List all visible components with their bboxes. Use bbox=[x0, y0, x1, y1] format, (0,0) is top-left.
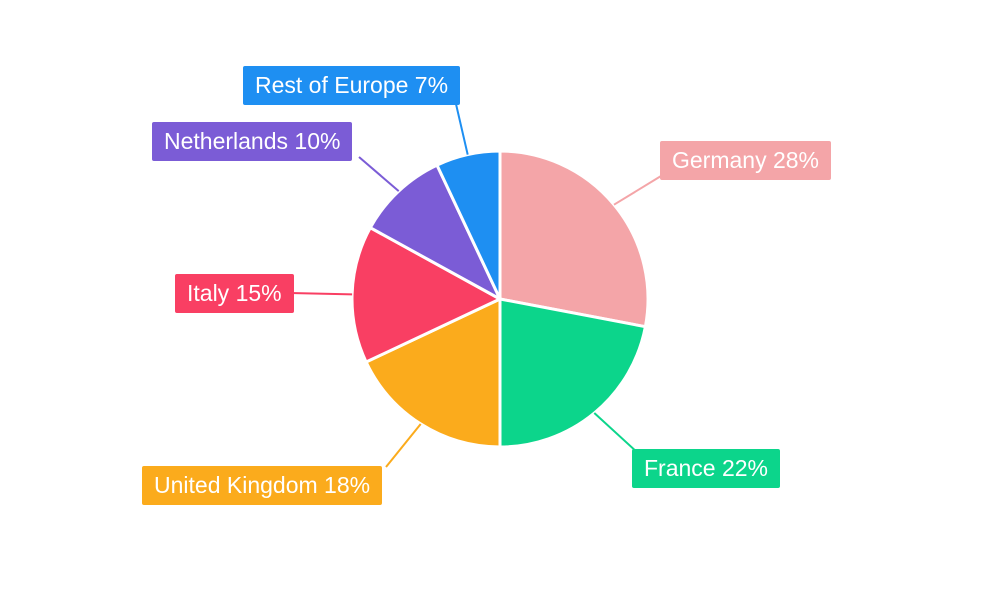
pie-label-united-kingdom: United Kingdom 18% bbox=[142, 466, 383, 505]
pie-label-rest-of-europe: Rest of Europe 7% bbox=[243, 66, 461, 105]
pie-slice-netherlands[interactable] bbox=[368, 163, 502, 301]
pie-slice-germany[interactable] bbox=[498, 149, 650, 329]
pie-label-italy: Italy 15% bbox=[175, 274, 294, 313]
pie-callout-line-italy bbox=[289, 292, 353, 296]
pie-callout-line-united-kingdom bbox=[385, 423, 422, 468]
pie-label-france: France 22% bbox=[632, 449, 781, 488]
pie-slice-rest-of-europe[interactable] bbox=[435, 149, 502, 301]
pie-callout-line-germany bbox=[613, 175, 662, 206]
pie-slice-united-kingdom[interactable] bbox=[364, 297, 502, 449]
pie-slice-france[interactable] bbox=[498, 297, 647, 449]
pie-callout-line-france bbox=[593, 412, 639, 454]
pie-label-germany: Germany 28% bbox=[660, 141, 832, 180]
pie-callout-line-netherlands bbox=[358, 156, 400, 192]
pie-callout-line-rest-of-europe bbox=[455, 103, 469, 155]
pie-label-netherlands: Netherlands 10% bbox=[152, 122, 353, 161]
